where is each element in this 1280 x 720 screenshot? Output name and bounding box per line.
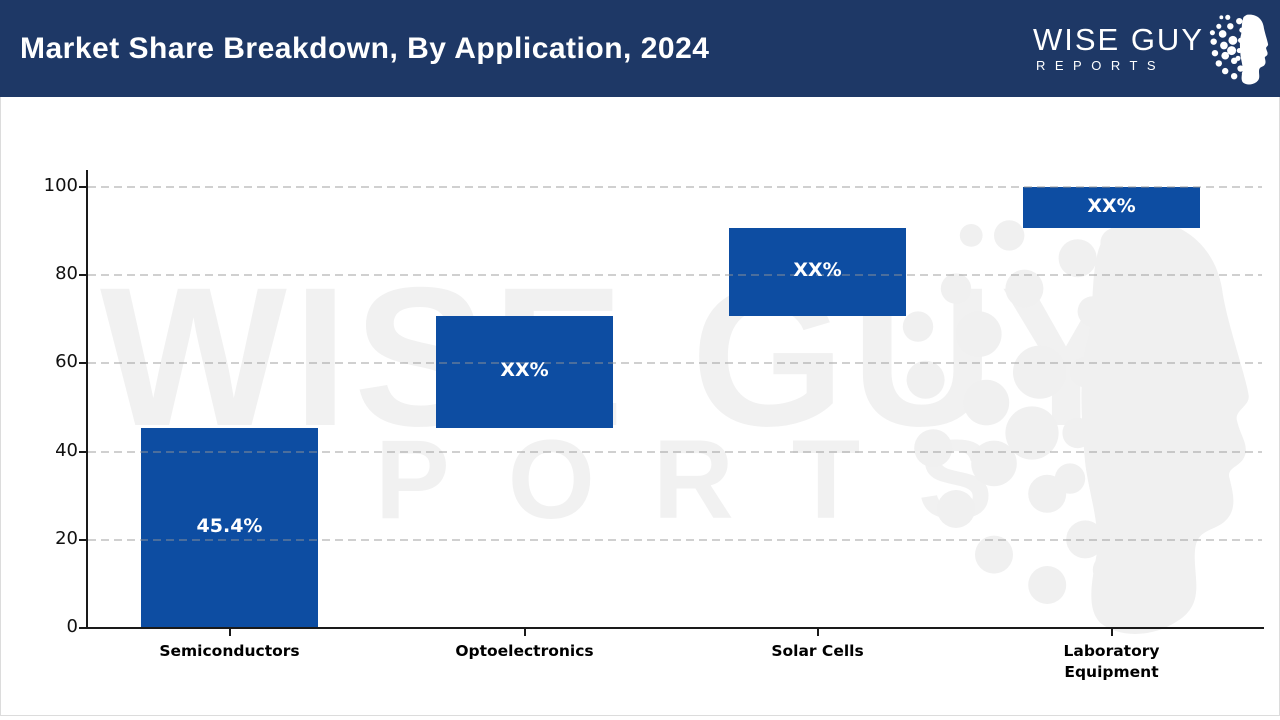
brand-logo: WISE GUY REPORTS [1033, 6, 1270, 92]
bar-value-label: XX% [1087, 194, 1136, 217]
gridline-80 [88, 274, 1262, 277]
y-tick-mark [79, 538, 87, 541]
bar-optoelectronics [436, 316, 613, 428]
x-category-label: Optoelectronics [455, 642, 594, 660]
y-tick-mark [79, 362, 87, 365]
y-tick-label: 80 [55, 263, 78, 285]
x-tick-mark [1110, 629, 1113, 636]
y-tick-mark [79, 186, 87, 188]
y-tick-label: 40 [55, 439, 78, 461]
gridline-60 [88, 362, 1262, 365]
y-tick-label: 20 [55, 527, 78, 549]
x-category-label: Solar Cells [771, 642, 864, 660]
watermark-face-icon [902, 219, 1249, 634]
y-axis [86, 170, 88, 628]
gridline-100 [88, 186, 1262, 188]
logo-face-icon [1209, 14, 1269, 84]
gridline-20 [88, 538, 1262, 541]
bar-value-label: XX% [793, 259, 842, 282]
bar-semiconductors [141, 427, 318, 628]
y-tick-label: 0 [66, 616, 78, 637]
bar-laboratory-equipment [1023, 187, 1200, 228]
bar-solar-cells [729, 228, 906, 317]
x-category-label: Semiconductors [159, 642, 300, 660]
x-tick-mark [523, 629, 526, 636]
gridline-40 [88, 450, 1262, 453]
y-tick-mark [79, 274, 87, 277]
logo-sub-label: REPORTS [1035, 58, 1166, 73]
y-tick-mark [79, 450, 87, 453]
y-tick-label: 100 [43, 175, 78, 196]
bar-value-label: 45.4% [196, 514, 263, 537]
x-tick-mark [228, 629, 231, 636]
logo-text: WISE GUY REPORTS [1033, 24, 1204, 73]
bar-value-label: XX% [500, 358, 549, 381]
watermark-sub-text: PORTS [375, 417, 1051, 542]
header-bar: Market Share Breakdown, By Application, … [0, 0, 1280, 97]
y-tick-label: 60 [55, 351, 78, 373]
x-axis [86, 627, 1264, 629]
x-category-label: Laboratory Equipment [1063, 642, 1160, 681]
page-title: Market Share Breakdown, By Application, … [20, 31, 710, 65]
x-tick-mark [816, 629, 819, 636]
y-tick-mark [79, 627, 87, 629]
logo-brand-label: WISE GUY [1032, 22, 1204, 57]
